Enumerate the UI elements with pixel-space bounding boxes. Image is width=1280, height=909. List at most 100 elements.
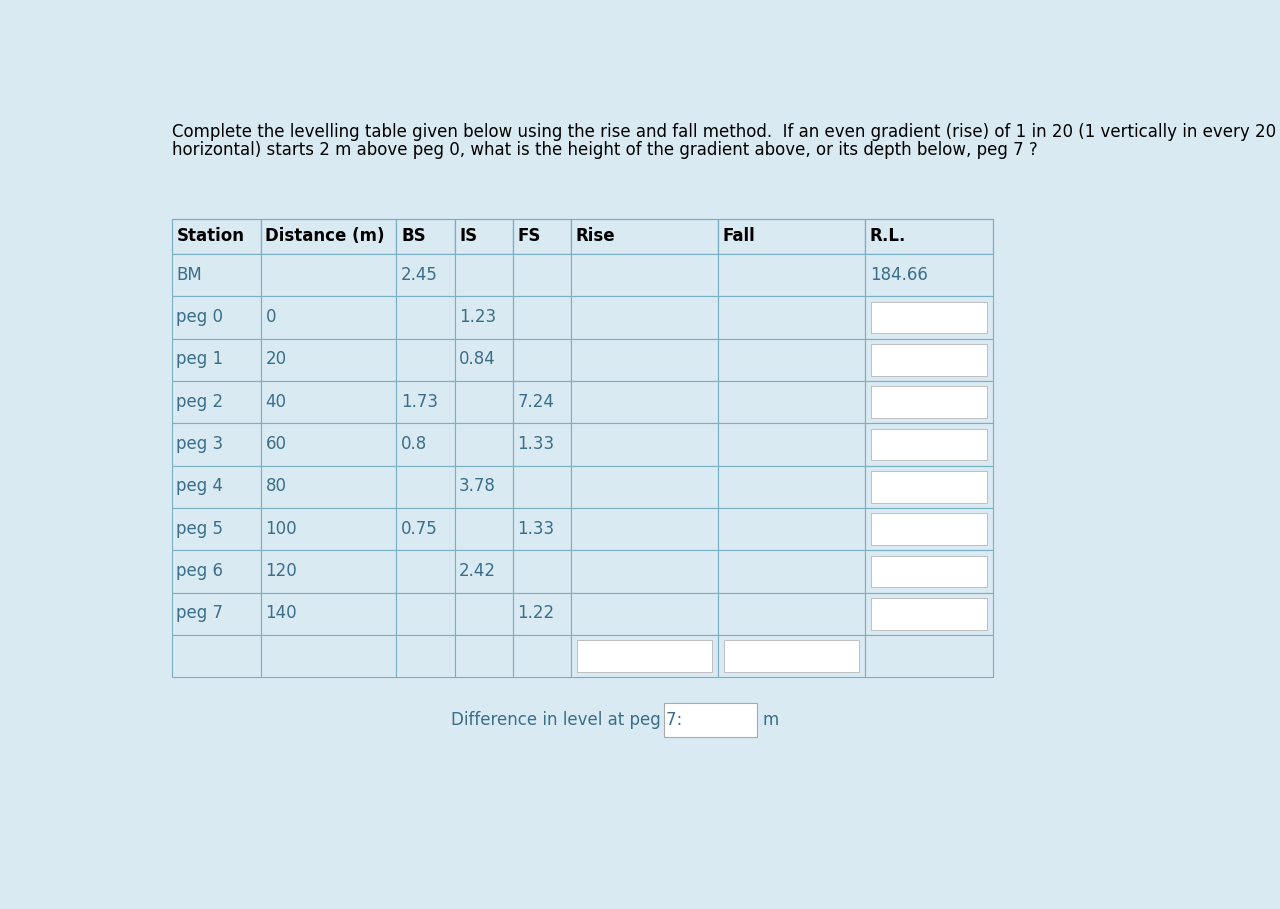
Bar <box>872 555 987 587</box>
Bar <box>571 550 718 593</box>
Bar <box>865 465 993 508</box>
Bar <box>872 386 987 418</box>
Bar <box>512 508 571 550</box>
Bar <box>454 593 512 635</box>
Bar <box>512 381 571 424</box>
Text: 40: 40 <box>265 393 287 411</box>
Bar <box>397 254 454 296</box>
Bar <box>512 465 571 508</box>
Bar <box>397 635 454 677</box>
Bar <box>454 296 512 338</box>
Text: 0.75: 0.75 <box>401 520 438 538</box>
Text: 2.42: 2.42 <box>460 562 497 580</box>
Bar <box>172 296 261 338</box>
Text: 0: 0 <box>265 308 276 326</box>
Text: R.L.: R.L. <box>870 227 906 245</box>
Text: Station: Station <box>177 227 244 245</box>
Bar <box>397 219 454 254</box>
Bar <box>865 296 993 338</box>
Text: peg 7: peg 7 <box>177 604 223 623</box>
Text: peg 2: peg 2 <box>177 393 224 411</box>
Bar <box>571 219 718 254</box>
Bar <box>718 635 865 677</box>
Text: Fall: Fall <box>723 227 755 245</box>
Text: 1.23: 1.23 <box>460 308 497 326</box>
Bar <box>872 598 987 630</box>
Text: Distance (m): Distance (m) <box>265 227 385 245</box>
Bar <box>512 338 571 381</box>
Bar <box>718 219 865 254</box>
Bar <box>865 424 993 465</box>
Text: peg 1: peg 1 <box>177 350 224 368</box>
Text: 80: 80 <box>265 477 287 495</box>
Bar <box>872 514 987 544</box>
Text: 7.24: 7.24 <box>517 393 554 411</box>
Bar <box>172 635 261 677</box>
Bar <box>261 254 397 296</box>
Bar <box>571 593 718 635</box>
Bar <box>454 338 512 381</box>
Bar <box>512 296 571 338</box>
Bar <box>571 381 718 424</box>
Text: 140: 140 <box>265 604 297 623</box>
Bar <box>718 338 865 381</box>
Bar <box>172 381 261 424</box>
Bar <box>577 640 712 672</box>
Bar <box>512 254 571 296</box>
Bar <box>865 635 993 677</box>
Bar <box>718 508 865 550</box>
Bar <box>865 381 993 424</box>
Bar <box>454 635 512 677</box>
Bar <box>261 219 397 254</box>
Text: 100: 100 <box>265 520 297 538</box>
Text: IS: IS <box>460 227 477 245</box>
Bar <box>865 593 993 635</box>
Bar <box>872 429 987 460</box>
Text: 0.84: 0.84 <box>460 350 495 368</box>
Bar <box>571 296 718 338</box>
Bar <box>397 381 454 424</box>
Bar <box>571 254 718 296</box>
Bar <box>571 465 718 508</box>
Bar <box>397 465 454 508</box>
Text: horizontal) starts 2 m above peg 0, what is the height of the gradient above, or: horizontal) starts 2 m above peg 0, what… <box>172 142 1037 159</box>
Text: peg 4: peg 4 <box>177 477 223 495</box>
Bar <box>172 338 261 381</box>
Bar <box>454 424 512 465</box>
Bar <box>261 465 397 508</box>
Bar <box>261 338 397 381</box>
Bar <box>397 338 454 381</box>
Bar <box>172 593 261 635</box>
Bar <box>397 550 454 593</box>
Bar <box>872 344 987 375</box>
Text: 120: 120 <box>265 562 297 580</box>
Bar <box>261 508 397 550</box>
Text: BM: BM <box>177 265 202 284</box>
Bar <box>397 424 454 465</box>
Text: BS: BS <box>401 227 426 245</box>
Bar <box>724 640 859 672</box>
Bar <box>718 550 865 593</box>
Bar <box>718 465 865 508</box>
Bar <box>571 424 718 465</box>
Text: Complete the levelling table given below using the rise and fall method.  If an : Complete the levelling table given below… <box>172 123 1276 141</box>
Bar <box>261 381 397 424</box>
Bar <box>571 508 718 550</box>
Text: 3.78: 3.78 <box>460 477 497 495</box>
Text: Difference in level at peg 7:: Difference in level at peg 7: <box>451 711 682 729</box>
Bar <box>512 219 571 254</box>
Text: 0.8: 0.8 <box>401 435 428 453</box>
Bar <box>261 550 397 593</box>
Bar <box>454 465 512 508</box>
Bar <box>865 254 993 296</box>
Bar <box>172 550 261 593</box>
Text: FS: FS <box>517 227 540 245</box>
Text: Rise: Rise <box>576 227 614 245</box>
Bar <box>865 508 993 550</box>
Text: 1.22: 1.22 <box>517 604 554 623</box>
Bar <box>865 550 993 593</box>
Bar <box>454 219 512 254</box>
Text: 2.45: 2.45 <box>401 265 438 284</box>
Bar <box>261 296 397 338</box>
Bar <box>261 635 397 677</box>
